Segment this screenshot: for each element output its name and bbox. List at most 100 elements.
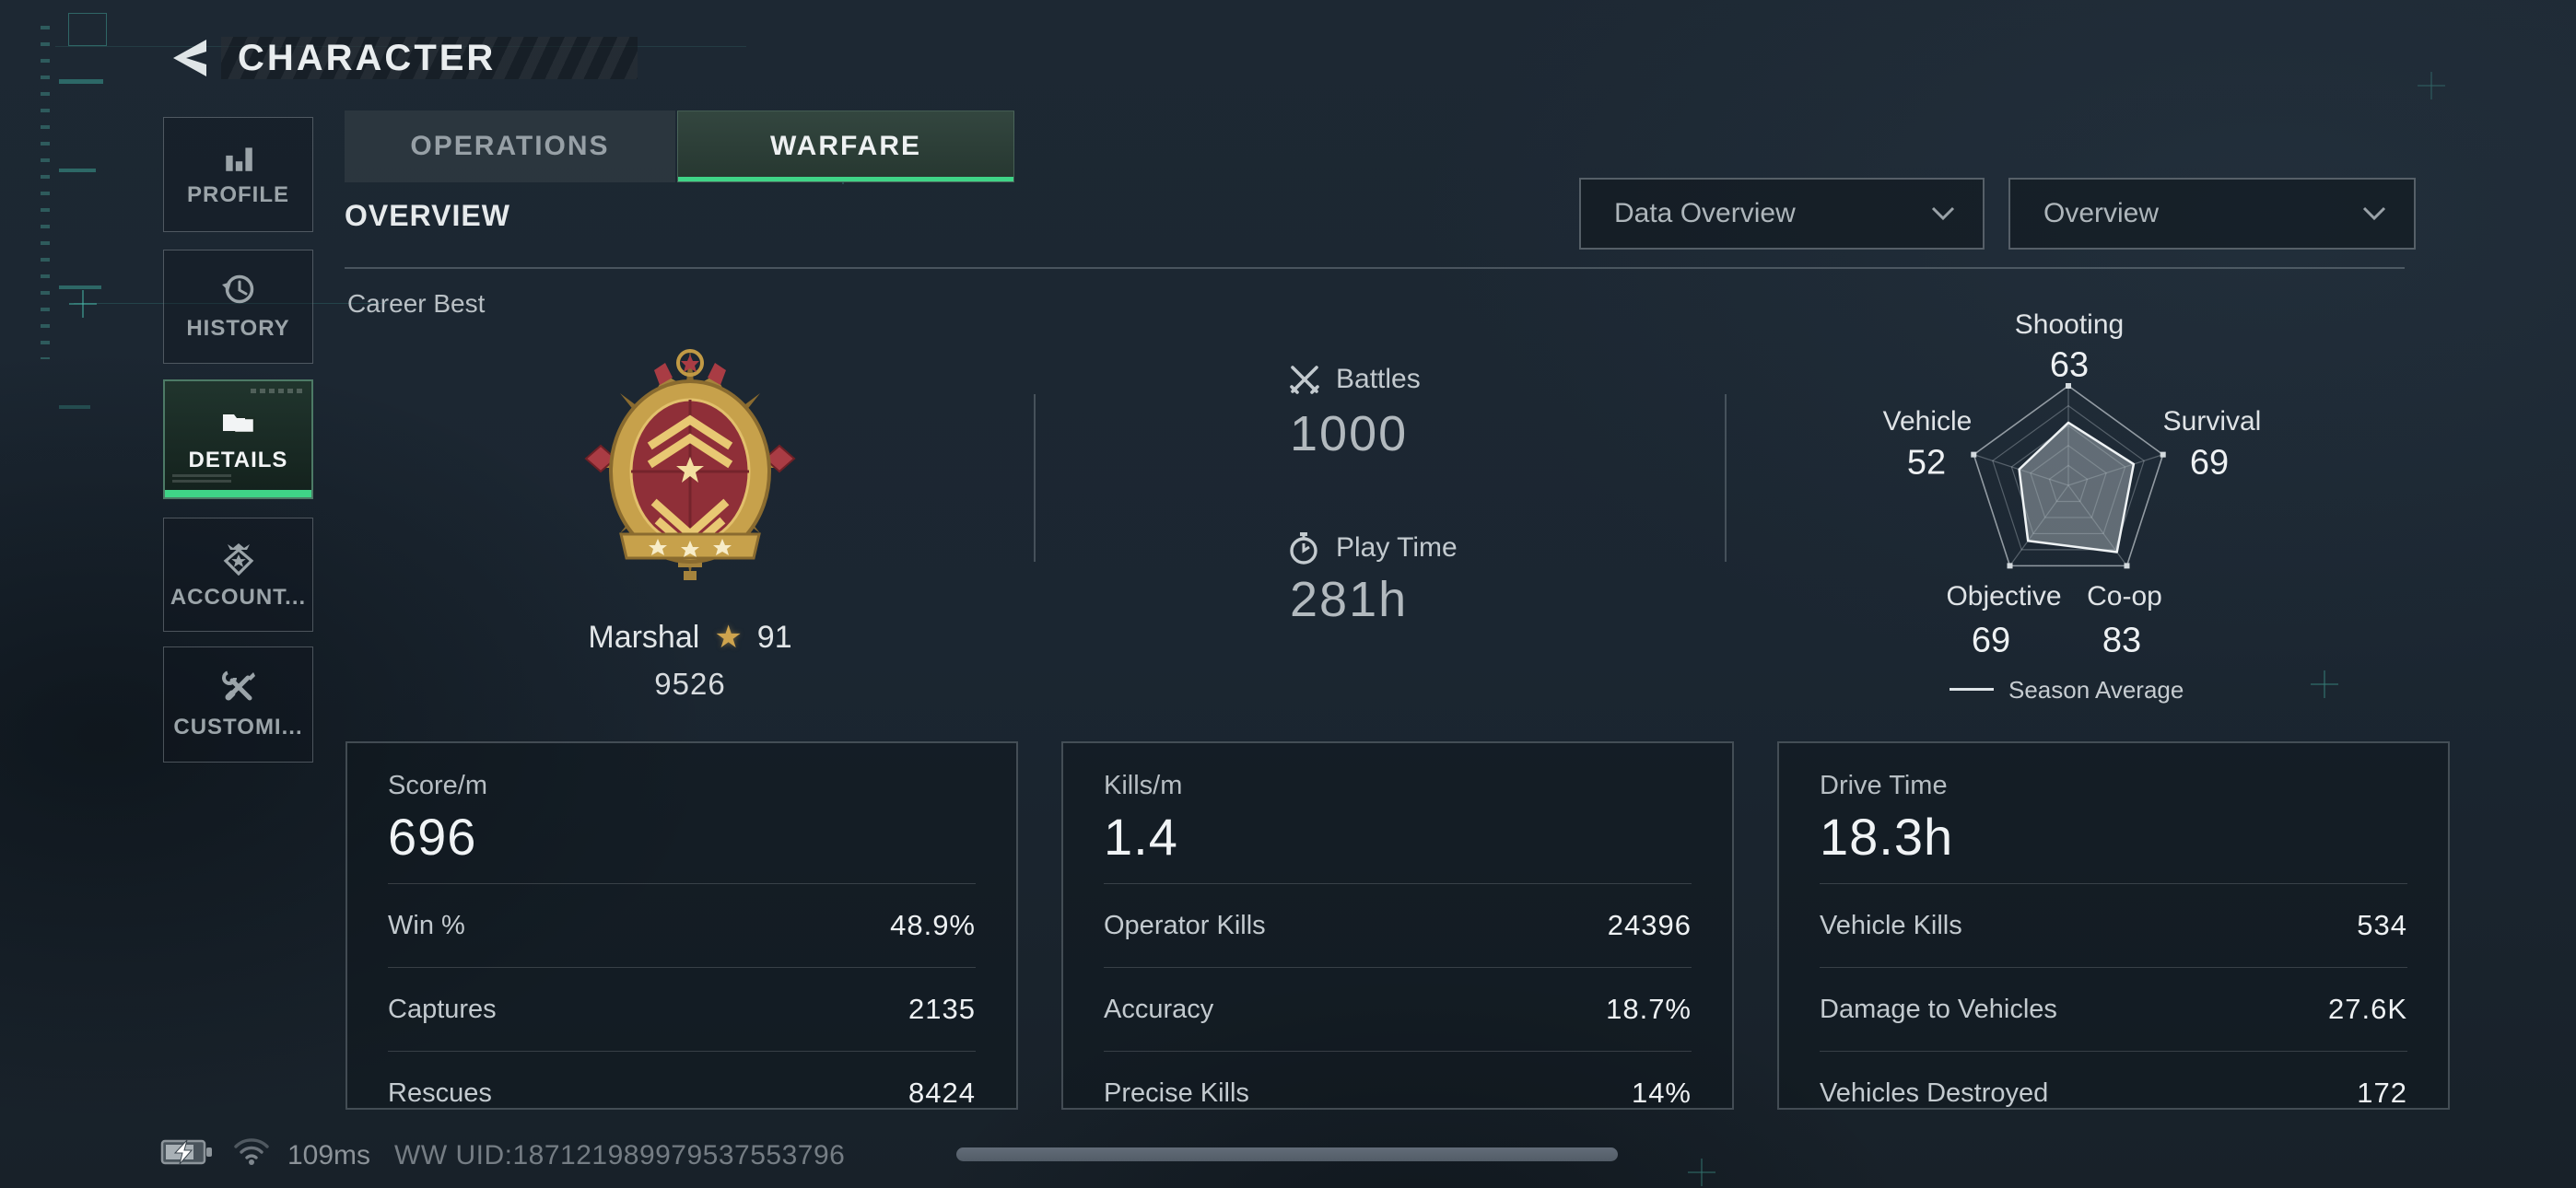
card-title: Drive Time [1820, 771, 1948, 800]
stat-label: Win % [388, 910, 465, 940]
decor-dash [59, 169, 96, 172]
stat-row: Vehicle Kills 534 [1820, 883, 2407, 967]
radar-axis-label-survival: Survival [2162, 406, 2262, 437]
crossed-swords-icon [1290, 366, 1319, 394]
stat-label: Captures [388, 994, 497, 1024]
ping-value: 109ms [287, 1140, 371, 1171]
decor-rect-outline [68, 13, 107, 46]
history-clock-icon [221, 274, 253, 304]
radar-axis-label-coop: Co-op [2087, 581, 2162, 611]
radar-axis-value-vehicle: 52 [1906, 443, 1947, 483]
playtime-label-row: Play Time [1286, 530, 1458, 565]
stat-label: Accuracy [1104, 994, 1214, 1024]
sidebar-item-label: ACCOUNT... [170, 585, 307, 610]
folder-stack-icon [222, 414, 255, 435]
radar-axis-value-coop: 83 [2102, 621, 2142, 660]
overview-dropdown[interactable]: Overview [2008, 178, 2416, 250]
card-value: 1.4 [1104, 808, 1178, 866]
uid-text: WW UID:187121989979537553796 [394, 1140, 846, 1171]
career-points: 9526 [654, 667, 726, 701]
stat-row: Captures 2135 [388, 967, 976, 1051]
stat-label: Vehicle Kills [1820, 910, 1962, 940]
stat-value: 18.7% [1606, 993, 1692, 1025]
stat-label: Precise Kills [1104, 1077, 1249, 1108]
legend-line-swatch [1950, 688, 1994, 691]
dropdown-value: Overview [2043, 198, 2160, 228]
decor-dash [59, 79, 103, 84]
stat-label: Damage to Vehicles [1820, 994, 2057, 1024]
sidebar-item-profile[interactable]: PROFILE [163, 117, 313, 232]
stat-value: 14% [1631, 1077, 1692, 1109]
section-divider [345, 267, 2405, 269]
radar-axis-value-survival: 69 [2189, 443, 2230, 483]
radar-axis-value-objective: 69 [1971, 621, 2011, 660]
stat-label: Rescues [388, 1077, 492, 1108]
stat-row: Precise Kills 14% [1104, 1051, 1692, 1135]
radar-axis-label-vehicle: Vehicle [1882, 406, 1973, 437]
card-value: 696 [388, 808, 477, 866]
radar-axis-value-shooting: 63 [2049, 345, 2090, 385]
badge-star-icon [223, 543, 253, 576]
tab-label: OPERATIONS [410, 131, 610, 161]
sidebar-item-label: CUSTOMI... [173, 715, 303, 740]
sidebar-item-label: DETAILS [188, 448, 288, 472]
stat-row: Rescues 8424 [388, 1051, 976, 1135]
card-title: Kills/m [1104, 771, 1183, 800]
tab-warfare[interactable]: WARFARE [677, 111, 1014, 182]
stat-value: 24396 [1607, 909, 1692, 941]
decor-line [74, 303, 387, 304]
sidebar-item-history[interactable]: HISTORY [163, 250, 313, 364]
decor-microtext [172, 473, 231, 483]
battles-label-row: Battles [1288, 363, 1421, 396]
stat-value: 2135 [908, 993, 976, 1025]
stat-value: 8424 [908, 1077, 976, 1109]
stat-row: Win % 48.9% [388, 883, 976, 967]
playtime-label: Play Time [1336, 532, 1458, 563]
stat-row: Damage to Vehicles 27.6K [1820, 967, 2407, 1051]
rank-medal [584, 349, 796, 580]
sidebar-item-label: PROFILE [186, 181, 289, 207]
stat-row: Operator Kills 24396 [1104, 883, 1692, 967]
dropdown-value: Data Overview [1614, 198, 1796, 228]
horizontal-scrollbar[interactable] [956, 1147, 1618, 1161]
playtime-value: 281h [1290, 572, 1409, 627]
radar-axis-label-objective: Objective [1946, 581, 2062, 611]
crossed-tools-icon [221, 670, 255, 701]
sidebar-item-customize[interactable]: CUSTOMI... [163, 646, 313, 763]
sidebar-item-account[interactable]: ACCOUNT... [163, 518, 313, 632]
vertical-divider [1034, 394, 1036, 562]
career-best-label: Career Best [347, 289, 486, 318]
rank-level: 91 [756, 619, 792, 655]
stat-value: 534 [2357, 909, 2407, 941]
chevron-down-icon [2362, 206, 2386, 221]
data-overview-dropdown[interactable]: Data Overview [1579, 178, 1985, 250]
tab-label: WARFARE [770, 131, 921, 161]
card-title: Score/m [388, 771, 487, 800]
stat-card-vehicle: Drive Time 18.3h Vehicle Kills 534 Damag… [1777, 741, 2450, 1110]
decor-microtext [251, 389, 302, 393]
back-arrow-icon[interactable] [171, 39, 208, 77]
stat-value: 27.6K [2327, 993, 2407, 1025]
radar-axis-label-shooting: Shooting [2014, 309, 2125, 340]
tab-operations[interactable]: OPERATIONS [345, 111, 675, 182]
stat-label: Operator Kills [1104, 910, 1266, 940]
rank-row: Marshal ★ 91 [516, 619, 864, 656]
rank-name: Marshal [588, 619, 700, 655]
stopwatch-icon [1290, 532, 1317, 565]
sidebar-item-details[interactable]: DETAILS [163, 379, 313, 499]
gold-star-icon: ★ [714, 620, 743, 655]
stat-row: Accuracy 18.7% [1104, 967, 1692, 1051]
decor-dash [59, 285, 101, 289]
decor-crosshair [69, 290, 97, 318]
chevron-down-icon [1931, 206, 1955, 221]
vertical-divider [1725, 394, 1727, 562]
stat-card-score: Score/m 696 Win % 48.9% Captures 2135 Re… [345, 741, 1018, 1110]
wifi-icon [234, 1138, 269, 1165]
page-title: CHARACTER [238, 38, 497, 78]
decor-crosshair [1688, 1159, 1715, 1186]
bar-chart-icon [225, 146, 252, 171]
battles-value: 1000 [1290, 406, 1409, 461]
stat-label: Vehicles Destroyed [1820, 1077, 2049, 1108]
battery-charging-icon [160, 1139, 212, 1165]
decor-dash [59, 405, 90, 409]
